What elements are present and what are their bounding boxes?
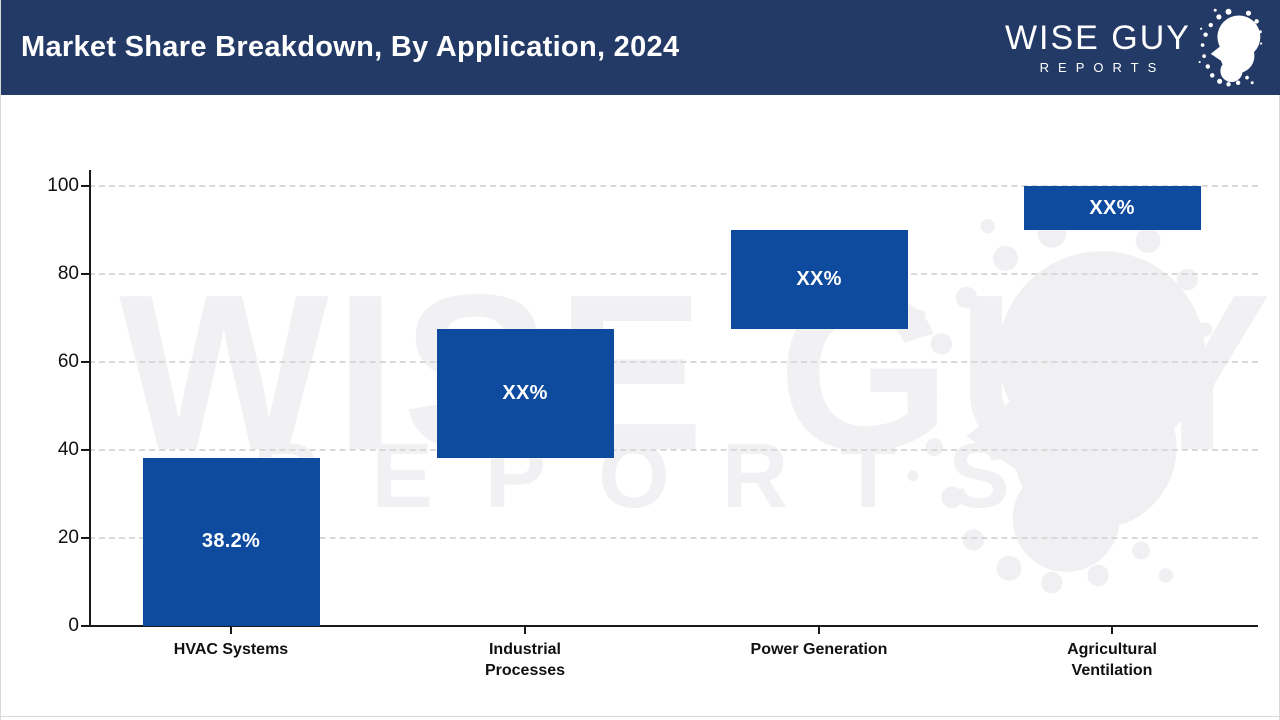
waterfall-bar: XX% [730,230,908,330]
y-tick-label: 0 [68,615,79,636]
category-label: Power Generation [750,641,888,658]
logo-text: WISE GUY REPORTS [1005,21,1191,75]
y-tick-mark [81,273,89,275]
x-axis [89,625,1258,627]
logo-wordmark: WISE GUY [1004,18,1191,57]
y-tick-label: 80 [57,263,79,284]
waterfall-bar: 38.2% [142,457,320,626]
gridline-20 [89,537,1258,539]
y-tick-mark [81,625,89,627]
y-tick-label: 60 [57,351,79,372]
x-tick-mark [818,627,820,634]
chart-title: Market Share Breakdown, By Application, … [21,31,680,63]
y-tick-mark [81,537,89,539]
bar-value-label: 38.2% [201,530,261,553]
x-tick-mark [1111,627,1113,634]
y-axis [89,170,91,627]
x-tick-mark [230,627,232,634]
y-tick-mark [81,361,89,363]
waterfall-bar: XX% [1023,186,1201,230]
category-label: Agricultural Ventilation [1067,641,1157,679]
y-tick-label: 20 [57,527,79,548]
y-tick-label: 40 [57,439,79,460]
watermark-subtitle: REPORTS [253,425,1062,527]
wise-guy-logo: WISE GUY REPORTS [1005,7,1267,89]
gridline-40 [89,449,1258,451]
logo-subtitle: REPORTS [1039,59,1166,75]
category-label: Industrial Processes [484,641,566,679]
y-tick-label: 100 [47,175,79,196]
wise-guy-face-icon [1193,7,1267,89]
gridline-100 [89,185,1258,187]
gridline-80 [89,273,1258,275]
bar-value-label: XX% [502,382,548,405]
bottom-border [1,716,1279,717]
y-tick-mark [81,185,89,187]
bar-value-label: XX% [1089,196,1135,219]
waterfall-bar: XX% [436,329,614,458]
x-tick-mark [524,627,526,634]
bar-value-label: XX% [796,268,842,291]
category-label: HVAC Systems [173,641,289,658]
gridline-60 [89,361,1258,363]
y-tick-mark [81,449,89,451]
report-header: Market Share Breakdown, By Application, … [1,0,1280,95]
